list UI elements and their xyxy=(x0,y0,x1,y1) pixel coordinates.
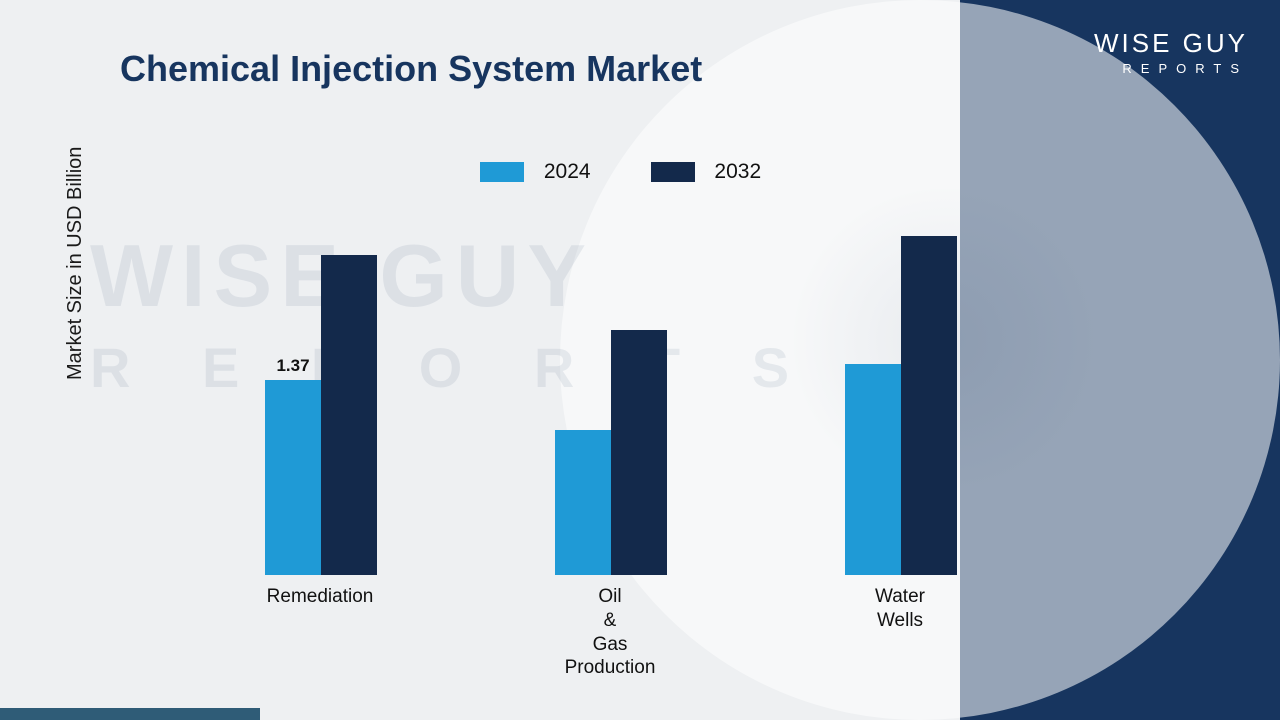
brand-logo: WISE GUY REPORTS xyxy=(1094,28,1248,76)
y-axis-label: Market Size in USD Billion xyxy=(64,147,87,380)
bar xyxy=(265,380,321,575)
chart-title: Chemical Injection System Market xyxy=(120,48,702,90)
bar xyxy=(845,364,901,575)
plot-area: 1.37RemediationOil&GasProductionWaterWel… xyxy=(195,205,915,575)
bar-value-label: 1.37 xyxy=(265,356,321,376)
brand-line2: REPORTS xyxy=(1094,61,1248,76)
bar xyxy=(555,430,611,575)
brand-line1: WISE GUY xyxy=(1094,28,1248,59)
category-label: Oil&GasProduction xyxy=(520,585,700,680)
bar-chart: 1.37RemediationOil&GasProductionWaterWel… xyxy=(110,175,930,595)
bar xyxy=(321,255,377,575)
bar xyxy=(611,330,667,575)
footer-accent-bar xyxy=(0,708,260,720)
bar xyxy=(901,236,957,575)
category-label: Remediation xyxy=(230,585,410,609)
category-label: WaterWells xyxy=(810,585,990,633)
